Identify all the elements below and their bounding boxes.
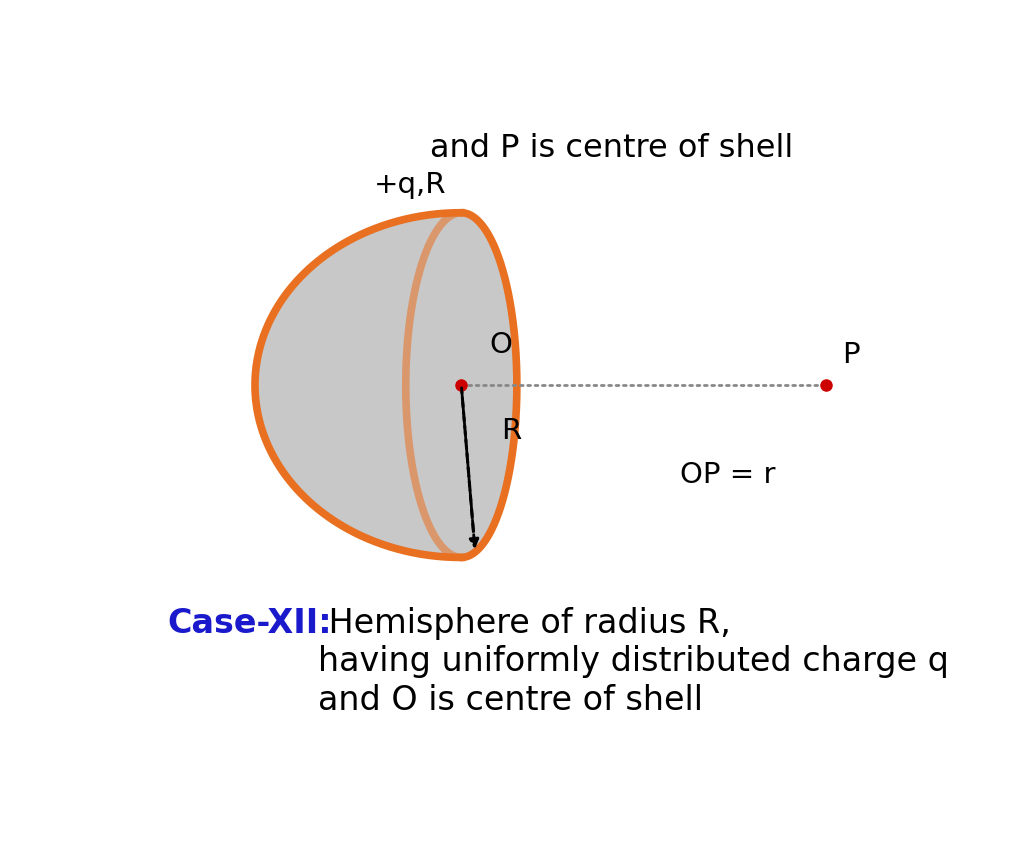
Text: and P is centre of shell: and P is centre of shell xyxy=(430,133,793,164)
Text: R: R xyxy=(501,418,521,445)
Text: OP = r: OP = r xyxy=(680,461,775,489)
Text: +q,R: +q,R xyxy=(374,171,446,200)
Polygon shape xyxy=(255,213,517,557)
Text: Hemisphere of radius R,
having uniformly distributed charge q
and O is centre of: Hemisphere of radius R, having uniformly… xyxy=(318,607,949,716)
Text: O: O xyxy=(489,331,512,358)
Text: P: P xyxy=(842,340,860,369)
Text: Case-XII:: Case-XII: xyxy=(168,607,333,641)
